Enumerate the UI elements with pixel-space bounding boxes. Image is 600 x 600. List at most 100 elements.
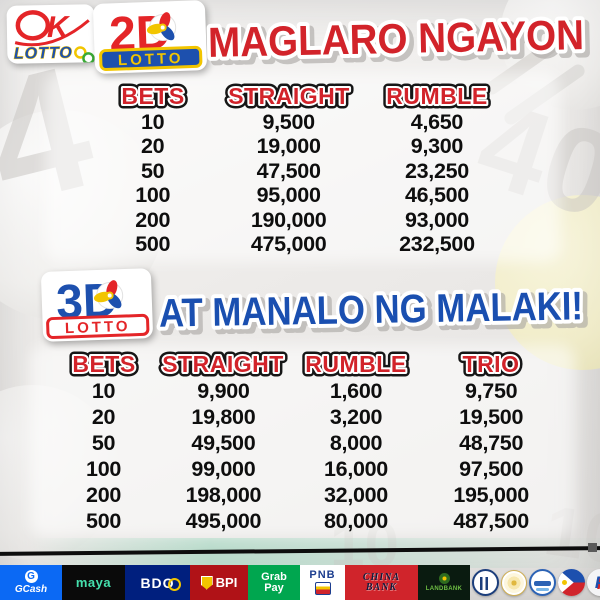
headline-text: MAGLARO NGAYON	[208, 11, 585, 66]
payout-value: 487,500	[453, 508, 529, 533]
payout-value: 97,500	[459, 456, 524, 481]
2d-logo-lotto-label: LOTTO	[118, 50, 184, 69]
payout-value: 47,500	[256, 158, 321, 183]
column-header-bets: BETS BETS	[50, 346, 157, 381]
bdo-o-swirl-icon	[168, 578, 181, 591]
landbank-emblem-icon	[438, 573, 450, 584]
payout-value: 99,000	[191, 456, 256, 481]
bet-amount: 200	[86, 482, 122, 507]
3d-payout-table: BETS BETS STRAIGHT STRAIGHT RUMBLE RUMBLE TRIO…	[50, 346, 560, 534]
ok-logo-o-swirl	[15, 10, 51, 41]
svg-text:STRAIGHT: STRAIGHT	[228, 83, 350, 109]
payout-value: 4,650	[410, 109, 464, 134]
2d-lotto-banner	[99, 45, 203, 72]
column-header-rumble: RUMBLE RUMBLE	[290, 346, 423, 381]
payout-value: 80,000	[324, 508, 388, 533]
pay-wordmark: Pay	[264, 581, 284, 594]
landbank-wordmark: LANDBANK	[425, 586, 463, 592]
table-backdrop	[30, 345, 575, 537]
column-header-bets: BETS BETS	[95, 78, 210, 113]
headline-shadow: AT MANALO NG MALAKI!	[163, 288, 588, 339]
pcso-pinwheel-icon	[93, 280, 124, 310]
ok-lotto-logo: K LOTTO	[6, 4, 96, 64]
lotto-ball-icon	[74, 46, 87, 59]
pnb-emblem-icon	[314, 582, 331, 595]
bet-amount: 10	[91, 378, 116, 403]
bet-amount: 20	[91, 404, 116, 429]
payout-value: 9,500	[262, 109, 315, 134]
china-wordmark: CHINA	[362, 571, 401, 583]
svg-text:BETS: BETS	[121, 83, 184, 109]
bet-amount: 200	[135, 207, 171, 232]
svg-text:RUMBLE: RUMBLE	[386, 83, 487, 109]
bpi-logo: BPI	[190, 565, 248, 600]
bet-amount: 50	[91, 430, 116, 455]
svg-text:TRIO: TRIO	[463, 351, 520, 377]
headline-at-manalo-ng-malaki: AT MANALO NG MALAKI! AT MANALO NG MALAKI…	[152, 276, 592, 344]
svg-text:BETS: BETS	[72, 351, 135, 377]
grabpay-logo: Grab Pay	[248, 565, 300, 600]
presidential-sun-seal-icon	[501, 569, 527, 596]
column-header-straight: STRAIGHT STRAIGHT	[157, 346, 290, 381]
pcso-pinwheel-icon	[146, 12, 177, 42]
bpi-shield-icon	[200, 575, 213, 590]
3d-lotto-banner	[46, 313, 150, 340]
svg-text:STRAIGHT: STRAIGHT	[163, 351, 285, 377]
payout-value: 19,000	[256, 134, 321, 159]
payment-partners-bar: G GCash maya BDO BPI Grab Pay PNB CHINA …	[0, 565, 600, 600]
payout-value: 8,000	[329, 430, 383, 455]
2d-lotto-logo: 2D LOTTO	[92, 0, 208, 74]
payout-value: 32,000	[324, 482, 388, 507]
pnb-wordmark: PNB	[309, 569, 336, 581]
payout-value: 23,250	[404, 158, 469, 183]
2d-payout-table: BETS BETS STRAIGHT STRAIGHT RUMBLE RUMBLE 10 9,…	[95, 78, 507, 257]
china-bank-logo: CHINA BANK	[345, 565, 418, 600]
payout-value: 95,000	[256, 183, 321, 208]
svg-text:RUMBLE: RUMBLE	[305, 351, 406, 377]
svg-text:BETS: BETS	[121, 83, 184, 109]
gcash-icon: G	[24, 570, 38, 583]
gcash-logo: G GCash	[0, 565, 62, 600]
bet-amount: 100	[135, 183, 171, 208]
bank-pillars-seal-icon	[472, 569, 499, 596]
pcso-ribbon-seal-icon: P	[587, 569, 600, 596]
grab-wordmark: Grab	[261, 570, 287, 583]
table-backdrop	[45, 72, 560, 262]
svg-text:BETS: BETS	[72, 351, 135, 377]
gcash-g-letter: G	[27, 570, 35, 582]
payout-value: 48,750	[459, 430, 524, 455]
payout-value: 93,000	[404, 207, 469, 232]
payout-value: 9,750	[464, 378, 518, 403]
svg-text:STRAIGHT: STRAIGHT	[228, 83, 350, 109]
headline-maglaro-ngayon: MAGLARO NGAYON MAGLARO NGAYON	[199, 4, 593, 74]
payout-value: 232,500	[399, 232, 475, 257]
3d-lotto-logo: 3D LOTTO	[40, 268, 154, 342]
payout-value: 46,500	[404, 183, 469, 208]
bet-amount: 50	[141, 158, 165, 183]
ok-logo-lotto-label: LOTTO	[14, 45, 73, 63]
svg-text:RUMBLE: RUMBLE	[305, 351, 406, 377]
svg-text:RUMBLE: RUMBLE	[386, 83, 487, 109]
landbank-logo: LANDBANK	[418, 565, 470, 600]
payout-value: 3,200	[329, 404, 383, 429]
payout-value: 9,900	[197, 378, 250, 403]
divider-end-nub	[588, 543, 597, 552]
payout-value: 195,000	[453, 482, 529, 507]
payout-value: 1,600	[329, 378, 383, 403]
payout-value: 9,300	[410, 134, 464, 159]
payout-value: 19,500	[459, 404, 524, 429]
certification-seal-icon	[529, 569, 556, 596]
payout-value: 190,000	[250, 207, 327, 232]
svg-text:TRIO: TRIO	[463, 351, 520, 377]
bet-amount: 500	[86, 508, 122, 533]
3d-logo-lotto-label: LOTTO	[65, 318, 131, 337]
pnb-logo: PNB	[300, 565, 345, 600]
maya-logo: maya	[62, 565, 125, 600]
headline-text: AT MANALO NG MALAKI!	[159, 284, 584, 335]
ok-logo-swoosh	[14, 19, 90, 47]
bet-amount: 10	[141, 109, 165, 134]
payout-value: 16,000	[324, 456, 388, 481]
column-header-trio: TRIO TRIO	[422, 346, 560, 381]
maya-wordmark: maya	[75, 575, 112, 590]
